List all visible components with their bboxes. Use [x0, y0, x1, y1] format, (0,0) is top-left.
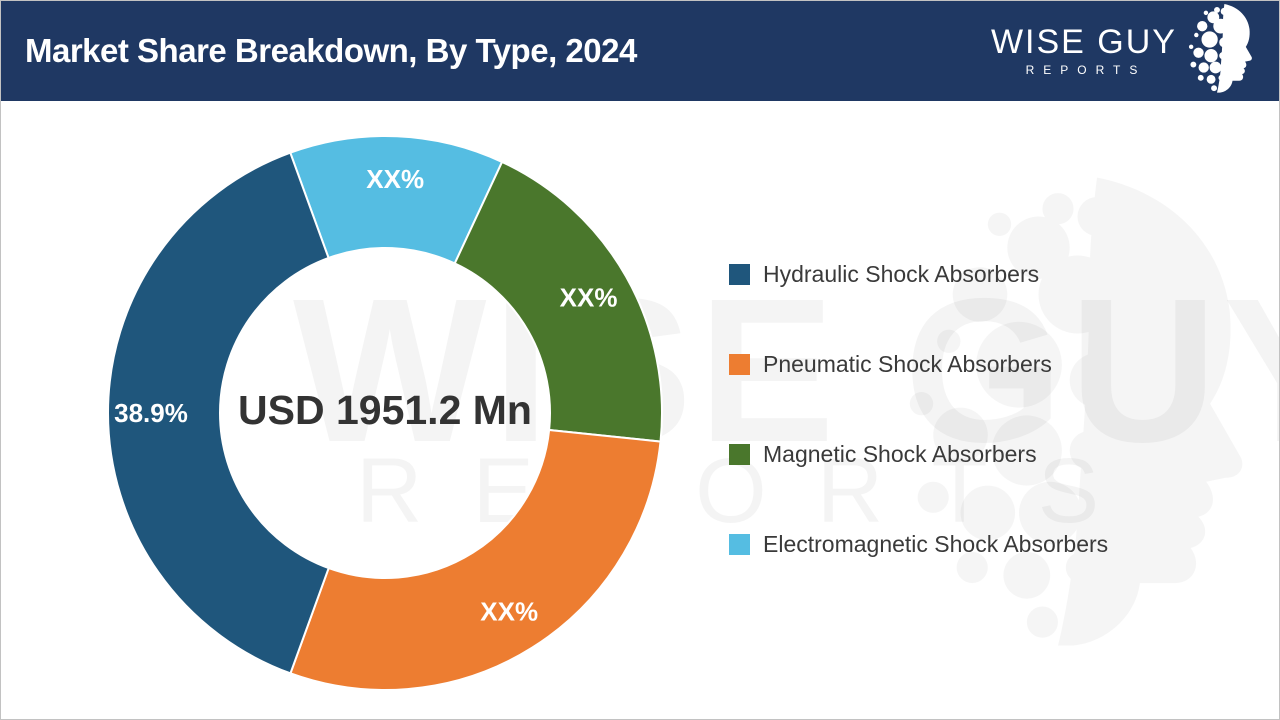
legend-item-magnetic: Magnetic Shock Absorbers	[729, 442, 1108, 466]
legend-label: Hydraulic Shock Absorbers	[763, 261, 1040, 287]
wiseguy-logo: WISE GUY REPORTS	[991, 1, 1255, 101]
legend-label: Pneumatic Shock Absorbers	[763, 351, 1052, 377]
wiseguy-logo-face-icon	[1179, 4, 1255, 100]
legend-swatch-hydraulic	[729, 263, 750, 285]
legend-swatch-magnetic	[729, 443, 750, 465]
legend-item-hydraulic: Hydraulic Shock Absorbers	[729, 262, 1108, 286]
legend-label: Magnetic Shock Absorbers	[763, 441, 1037, 467]
chart-legend: Hydraulic Shock Absorbers Pneumatic Shoc…	[729, 262, 1108, 622]
wiseguy-logo-line2: REPORTS	[1025, 63, 1147, 77]
slice-percentage-label: XX%	[560, 283, 618, 313]
wiseguy-logo-text: WISE GUY REPORTS	[991, 25, 1177, 77]
header-bar: Market Share Breakdown, By Type, 2024 WI…	[1, 1, 1279, 101]
donut-slice-pneumatic	[289, 428, 662, 691]
slice-percentage-label: XX%	[366, 164, 424, 194]
donut-slice-hydraulic	[107, 151, 330, 675]
slice-percentage-label: XX%	[480, 596, 538, 626]
legend-label: Electromagnetic Shock Absorbers	[763, 531, 1109, 557]
page-title: Market Share Breakdown, By Type, 2024	[25, 32, 637, 69]
legend-swatch-electromagnetic	[729, 533, 750, 555]
legend-swatch-pneumatic	[729, 353, 750, 375]
chart-center-value: USD 1951.2 Mn	[238, 387, 532, 433]
donut-slice-magnetic	[453, 160, 663, 443]
legend-item-pneumatic: Pneumatic Shock Absorbers	[729, 352, 1108, 376]
wiseguy-logo-line1: WISE GUY	[990, 23, 1177, 61]
slice-percentage-label: 38.9%	[114, 398, 188, 428]
legend-item-electromagnetic: Electromagnetic Shock Absorbers	[729, 532, 1108, 556]
